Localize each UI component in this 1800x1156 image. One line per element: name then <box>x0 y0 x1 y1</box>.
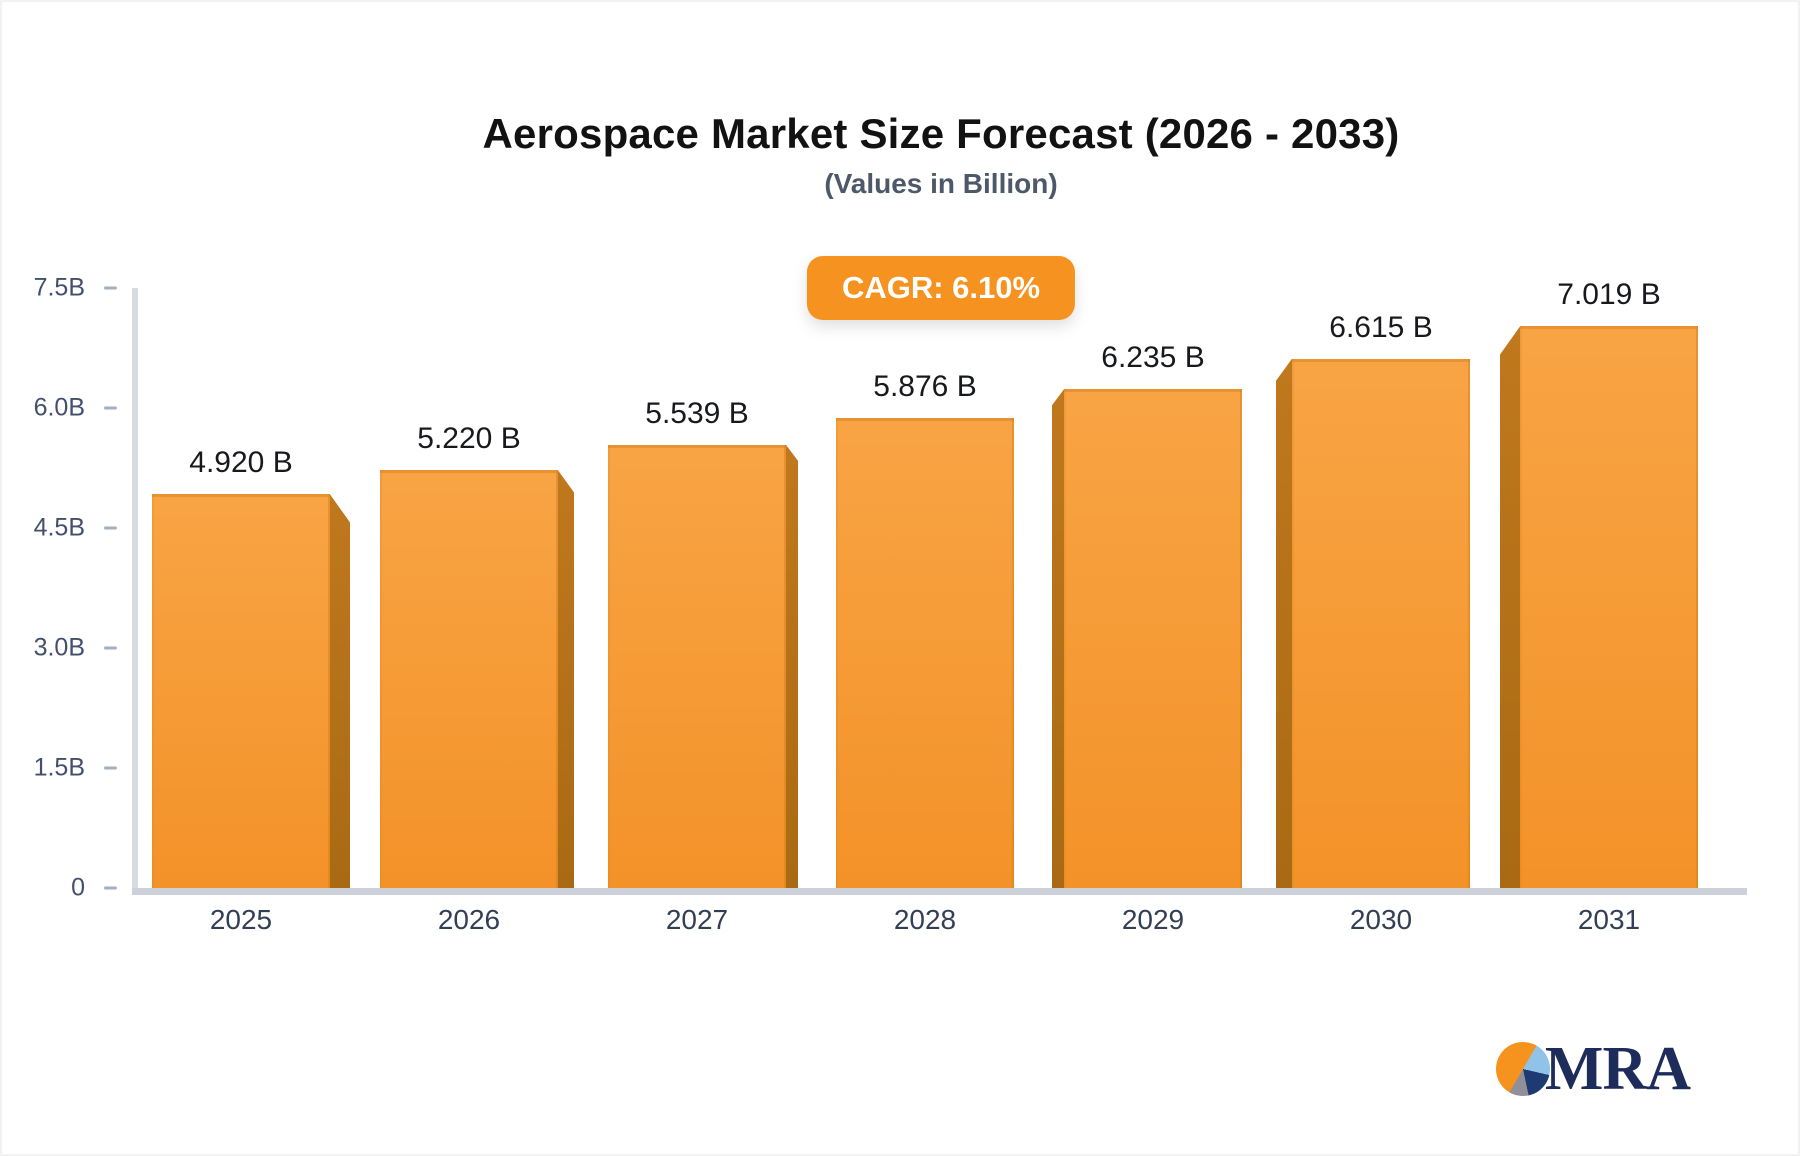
bar-2025 <box>152 494 330 888</box>
x-axis-label-2027: 2027 <box>665 904 729 935</box>
bar-side-face <box>558 470 574 888</box>
pie-chart-logo-icon <box>1495 1042 1550 1096</box>
mra-logo: MRA <box>1495 1035 1691 1103</box>
bar-value-label: 6.615 B <box>1329 310 1433 344</box>
y-axis-tick-label: 6.0B <box>33 393 85 422</box>
x-axis-label-2029: 2029 <box>1121 904 1185 935</box>
x-axis-label-2030: 2030 <box>1349 904 1413 935</box>
bar-2027 <box>608 444 786 888</box>
y-axis-tick-label: 1.5B <box>33 753 85 782</box>
bar-2028 <box>836 417 1014 888</box>
x-axis-label-2025: 2025 <box>209 904 273 935</box>
x-axis-label-2028: 2028 <box>893 904 957 935</box>
bar-side-face <box>786 444 798 888</box>
bar-value-label: 5.539 B <box>645 396 749 430</box>
bar-value-label: 5.220 B <box>417 422 521 456</box>
y-axis-tick-label: 0 <box>71 873 85 902</box>
bar-side-face <box>1276 358 1292 888</box>
y-axis-tick-mark <box>104 886 117 890</box>
y-axis-tick-mark <box>104 286 117 290</box>
bar-side-face <box>1052 389 1064 888</box>
logo-text: MRA <box>1544 1035 1691 1103</box>
bar-value-label: 5.876 B <box>873 369 977 403</box>
x-axis-baseline <box>132 888 1747 895</box>
chart-subtitle: (Values in Billion) <box>824 168 1058 199</box>
y-axis-tick-label: 7.5B <box>33 273 85 302</box>
y-axis-tick-label: 3.0B <box>33 633 85 662</box>
y-axis-line <box>132 288 138 889</box>
bar-value-label: 6.235 B <box>1101 341 1205 375</box>
bar-side-face <box>330 494 350 888</box>
bar-value-label: 7.019 B <box>1557 278 1661 312</box>
cagr-badge: CAGR: 6.10% <box>806 256 1076 320</box>
x-axis-label-2026: 2026 <box>437 904 501 935</box>
bar-value-label: 4.920 B <box>189 446 293 480</box>
chart-title: Aerospace Market Size Forecast (2026 - 2… <box>482 110 1400 157</box>
bar-2029 <box>1064 389 1242 888</box>
x-axis-label-2031: 2031 <box>1577 904 1641 935</box>
bar-2030 <box>1292 358 1470 888</box>
bar-2031 <box>1520 326 1698 888</box>
bar-2026 <box>380 470 558 888</box>
y-axis-tick-mark <box>104 766 117 770</box>
y-axis-tick-label: 4.5B <box>33 513 85 542</box>
bar-side-face <box>1500 326 1520 888</box>
y-axis-tick-mark <box>104 646 117 650</box>
y-axis-tick-mark <box>104 526 117 530</box>
y-axis-tick-mark <box>104 406 117 410</box>
